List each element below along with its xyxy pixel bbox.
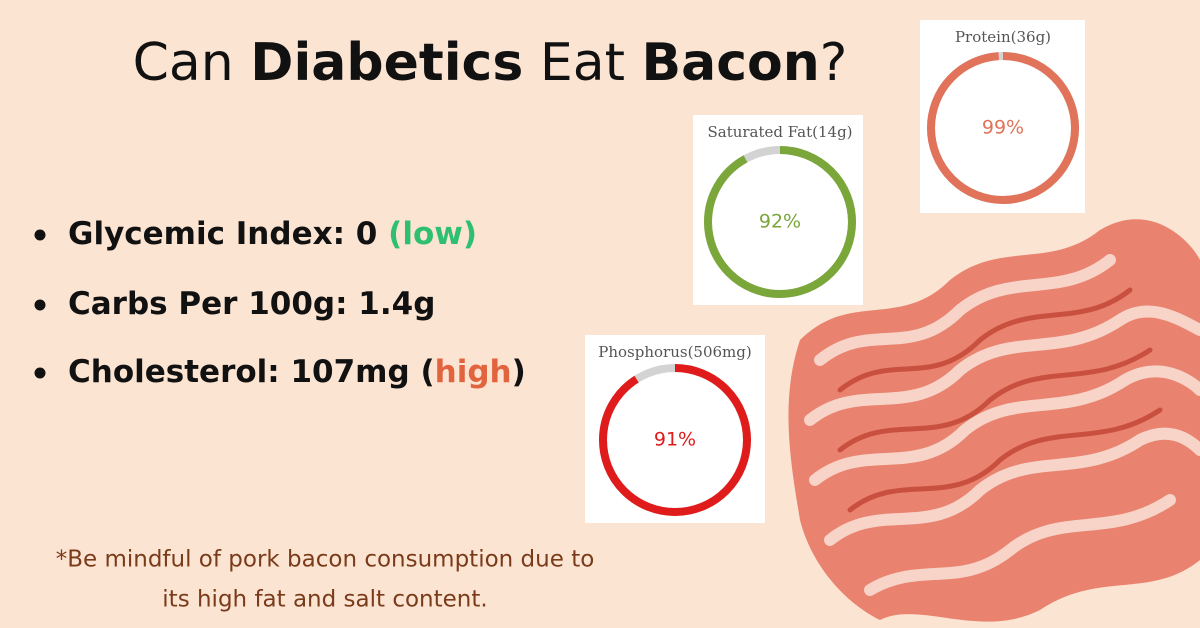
gauge-arc (927, 52, 1079, 204)
title-part: Diabetics (250, 33, 523, 93)
bullet-dot (34, 229, 46, 241)
bullet-dot (34, 367, 46, 379)
bullet-part: Glycemic Index: 0 (68, 216, 388, 252)
gauge-arc (599, 364, 751, 516)
gauge-label: Protein(36g) (955, 28, 1051, 46)
bullet-text: Carbs Per 100g: 1.4g (68, 286, 435, 322)
bacon-meat (837, 287, 1163, 513)
gauge-value: 99% (982, 117, 1024, 139)
title-part: Eat (523, 33, 641, 93)
footnote: its high fat and salt content. (162, 587, 487, 613)
bullet-text: Cholesterol: 107mg (high) (68, 354, 526, 390)
bacon-illustration (788, 219, 1200, 622)
gauge-label: Phosphorus(506mg) (598, 343, 751, 361)
bullet-part: high (435, 354, 512, 390)
bacon-fat (804, 254, 1200, 596)
title: Can Diabetics Eat Bacon? (133, 33, 848, 93)
title-part: Can (133, 33, 251, 93)
bullet-part: Carbs Per 100g: 1.4g (68, 286, 435, 322)
footnote: *Be mindful of pork bacon consumption du… (56, 547, 595, 573)
gauge-value: 92% (759, 211, 801, 233)
bullet-dot (34, 299, 46, 311)
bullet-part: ) (512, 354, 526, 390)
bullet-text: Glycemic Index: 0 (low) (68, 216, 477, 252)
gauge-value: 91% (654, 429, 696, 451)
gauge-label: Saturated Fat(14g) (707, 123, 852, 141)
bullet-part: (low) (388, 216, 477, 252)
title-part: Bacon (641, 33, 819, 93)
bullet-part: Cholesterol: 107mg ( (68, 354, 435, 390)
gauge-arc (704, 146, 856, 298)
title-part: ? (820, 33, 848, 93)
